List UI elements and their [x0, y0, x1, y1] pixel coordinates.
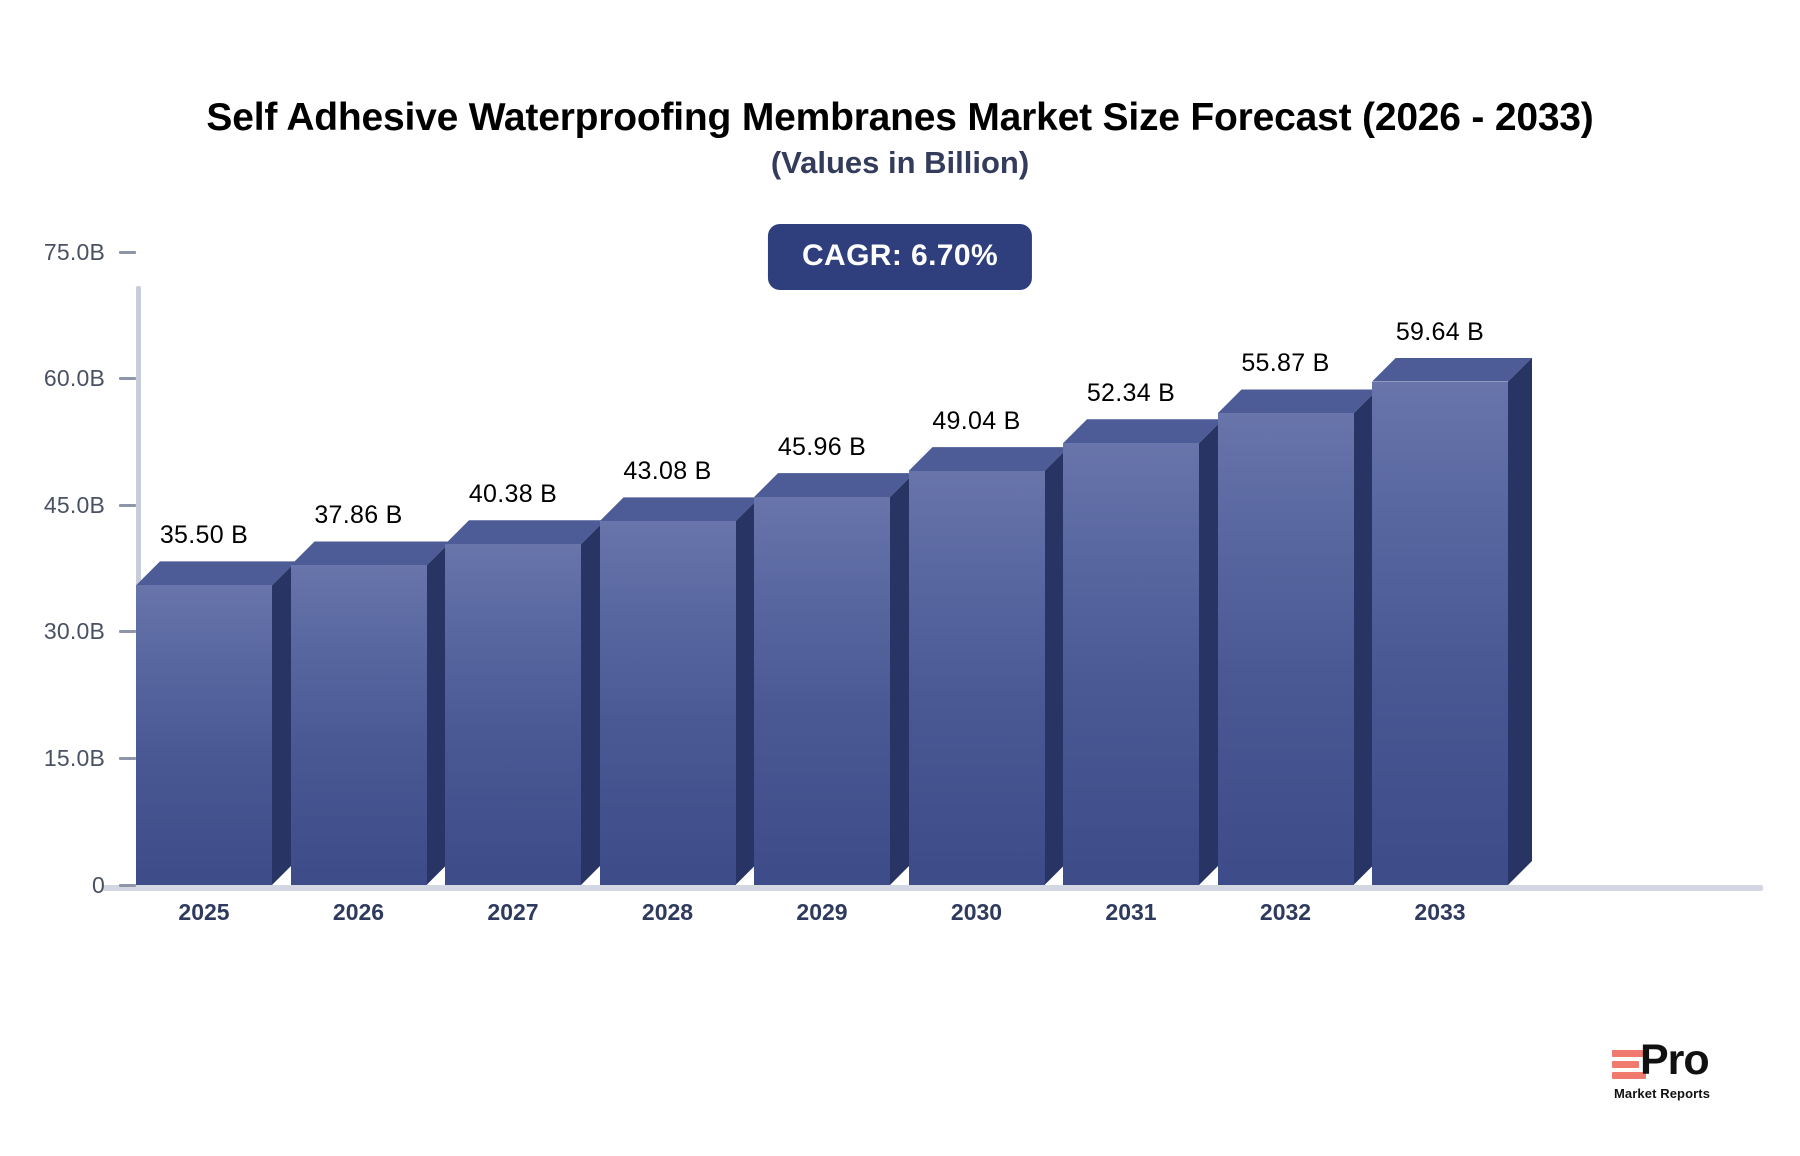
- bar: [1217, 389, 1378, 885]
- y-axis-tick: 60.0B: [0, 365, 136, 391]
- logo-bar-3: [1612, 1072, 1646, 1079]
- bar-top-face: [754, 473, 914, 497]
- bar-value-label: 45.96 B: [777, 433, 867, 462]
- y-axis-tick-label: 15.0B: [43, 744, 105, 771]
- bar-value-label: 55.87 B: [1241, 349, 1330, 378]
- logo-bars-icon: [1612, 1050, 1646, 1083]
- bar-top-face: [909, 447, 1069, 471]
- y-axis-tick-mark: [119, 756, 136, 760]
- x-axis-label: 2026: [332, 899, 385, 925]
- bar-value-label: 52.34 B: [1086, 379, 1176, 408]
- y-axis-tick-mark: [119, 630, 136, 634]
- bar-front-face: [754, 497, 890, 885]
- cagr-badge: CAGR: 6.70%: [767, 224, 1033, 290]
- bar-front-face: [1217, 413, 1354, 885]
- y-axis-tick-label: 0: [92, 871, 105, 898]
- bar-value-label: 35.50 B: [159, 521, 249, 550]
- bar-top-face: [1063, 419, 1223, 443]
- bar-front-face: [1063, 443, 1199, 885]
- bar-front-face: [1372, 381, 1508, 885]
- chart-subtitle: (Values in Billion): [770, 145, 1030, 180]
- bar-top-face: [445, 520, 605, 544]
- bar-top-face: [136, 561, 296, 585]
- bar: [1063, 419, 1223, 885]
- bar-front-face: [290, 565, 427, 885]
- bar: [290, 541, 451, 885]
- bar-top-face: [1218, 389, 1378, 413]
- y-axis-tick-mark: [119, 503, 136, 507]
- bar-front-face: [908, 471, 1045, 885]
- brand-logo: Pro Market Reports: [1612, 1039, 1772, 1108]
- y-axis-tick-mark: [119, 377, 136, 381]
- y-axis-tick-mark: [119, 250, 136, 254]
- bar-value-label: 40.38 B: [468, 480, 558, 509]
- y-axis-tick-label: 75.0B: [43, 238, 105, 265]
- bar-value-label: 43.08 B: [623, 457, 712, 486]
- bar-top-face: [1372, 358, 1532, 382]
- x-axis-label: 2027: [487, 899, 539, 925]
- bar-value-label: 37.86 B: [314, 501, 403, 530]
- bar-front-face: [599, 521, 736, 885]
- logo-tagline: Market Reports: [1614, 1086, 1711, 1101]
- x-axis-label: 2031: [1105, 899, 1157, 925]
- x-axis-label: 2025: [178, 899, 230, 925]
- bar-top-face: [600, 497, 760, 521]
- x-axis-label: 2030: [950, 899, 1003, 925]
- bar-top-face: [291, 541, 451, 565]
- x-axis-label: 2029: [796, 899, 848, 925]
- bar-value-label: 59.64 B: [1395, 317, 1485, 346]
- logo-bar-2: [1612, 1061, 1639, 1068]
- x-axis-label: 2028: [641, 899, 694, 925]
- y-axis-tick-label: 30.0B: [43, 618, 105, 645]
- y-axis-tick-label: 45.0B: [43, 491, 105, 518]
- bar: [599, 497, 760, 885]
- bar-value-label: 49.04 B: [932, 407, 1021, 436]
- logo-wordmark: Pro: [1640, 1036, 1710, 1084]
- x-axis-line: [103, 885, 1763, 891]
- x-axis-label: 2033: [1414, 899, 1466, 925]
- bar-front-face: [136, 585, 272, 885]
- logo-bar-1: [1612, 1050, 1646, 1057]
- x-axis-label: 2032: [1259, 899, 1312, 925]
- y-axis-tick-label: 60.0B: [43, 365, 105, 392]
- bar-side-face: [1508, 358, 1532, 885]
- bar: [445, 520, 605, 885]
- bar: [136, 561, 296, 885]
- bar-front-face: [445, 544, 581, 885]
- bar: [908, 447, 1069, 885]
- y-axis-tick: 45.0B: [0, 492, 136, 518]
- chart-title: Self Adhesive Waterproofing Membranes Ma…: [206, 96, 1594, 139]
- y-axis-tick: 0: [0, 872, 136, 898]
- y-axis-tick: 75.0B: [0, 239, 136, 265]
- y-axis-tick: 15.0B: [0, 745, 136, 771]
- bar: [1372, 358, 1532, 885]
- bar: [754, 473, 914, 885]
- y-axis-tick-mark: [119, 883, 136, 887]
- y-axis-tick: 30.0B: [0, 618, 136, 644]
